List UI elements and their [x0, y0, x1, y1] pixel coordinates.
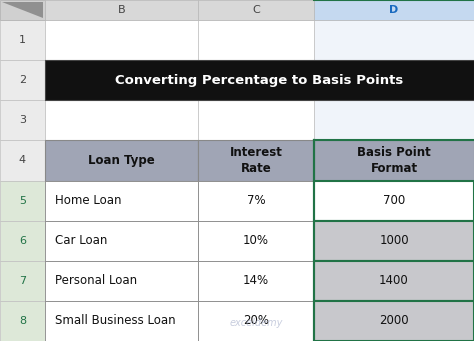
- Text: 4: 4: [19, 155, 26, 165]
- Bar: [198, 20, 314, 60]
- Bar: [198, 100, 314, 140]
- Bar: [45, 180, 198, 221]
- Bar: [45, 140, 198, 180]
- Text: Home Loan: Home Loan: [55, 194, 121, 207]
- Bar: [198, 140, 314, 180]
- Bar: [314, 140, 474, 180]
- Bar: [198, 261, 314, 301]
- Text: Interest
Rate: Interest Rate: [229, 146, 283, 175]
- Text: 7%: 7%: [246, 194, 265, 207]
- Text: 5: 5: [19, 195, 26, 206]
- Bar: [45, 301, 198, 341]
- Text: 700: 700: [383, 194, 405, 207]
- Bar: [45, 100, 198, 140]
- Bar: [198, 221, 314, 261]
- Bar: [45, 301, 198, 341]
- Text: 6: 6: [19, 236, 26, 246]
- Text: 1000: 1000: [379, 234, 409, 247]
- Bar: [45, 221, 198, 261]
- Bar: [198, 301, 314, 341]
- Text: 2000: 2000: [379, 314, 409, 327]
- Text: 7: 7: [19, 276, 26, 286]
- Text: 20%: 20%: [243, 314, 269, 327]
- Bar: [198, 60, 314, 100]
- Bar: [0, 261, 45, 301]
- Bar: [45, 20, 314, 341]
- Text: Small Business Loan: Small Business Loan: [55, 314, 176, 327]
- Bar: [45, 60, 474, 100]
- Bar: [314, 60, 474, 100]
- Bar: [198, 261, 314, 301]
- Polygon shape: [2, 2, 43, 18]
- Bar: [198, 301, 314, 341]
- Bar: [0, 140, 45, 180]
- Text: 2: 2: [19, 75, 26, 85]
- Text: B: B: [118, 5, 125, 15]
- Text: exceldemy: exceldemy: [229, 318, 283, 328]
- Text: Loan Type: Loan Type: [88, 154, 155, 167]
- Bar: [314, 261, 474, 301]
- Text: Car Loan: Car Loan: [55, 234, 108, 247]
- Bar: [0, 180, 45, 221]
- Bar: [314, 0, 474, 20]
- Bar: [198, 221, 314, 261]
- Bar: [45, 261, 198, 301]
- Bar: [0, 0, 474, 20]
- Text: 3: 3: [19, 115, 26, 125]
- Bar: [314, 261, 474, 301]
- Bar: [45, 261, 198, 301]
- Bar: [314, 221, 474, 261]
- Bar: [314, 20, 474, 60]
- Text: 10%: 10%: [243, 234, 269, 247]
- Bar: [45, 221, 198, 261]
- Bar: [198, 0, 314, 20]
- Text: Converting Percentage to Basis Points: Converting Percentage to Basis Points: [115, 74, 404, 87]
- Text: 8: 8: [19, 316, 26, 326]
- Bar: [0, 0, 45, 20]
- Bar: [0, 301, 45, 341]
- Text: Basis Point
Format: Basis Point Format: [357, 146, 431, 175]
- Bar: [314, 180, 474, 221]
- Bar: [314, 180, 474, 221]
- Bar: [198, 140, 314, 180]
- Bar: [0, 60, 45, 100]
- Bar: [314, 221, 474, 261]
- Bar: [0, 100, 45, 140]
- Bar: [45, 180, 198, 221]
- Text: Personal Loan: Personal Loan: [55, 274, 137, 287]
- Text: 1400: 1400: [379, 274, 409, 287]
- Bar: [45, 140, 198, 180]
- Bar: [45, 60, 198, 100]
- Bar: [198, 180, 314, 221]
- Bar: [314, 100, 474, 140]
- Text: D: D: [389, 5, 399, 15]
- Bar: [198, 180, 314, 221]
- Bar: [314, 301, 474, 341]
- Bar: [0, 221, 45, 261]
- Bar: [314, 20, 474, 341]
- Text: 14%: 14%: [243, 274, 269, 287]
- Bar: [45, 0, 198, 20]
- Text: C: C: [252, 5, 260, 15]
- Text: 1: 1: [19, 35, 26, 45]
- Bar: [314, 140, 474, 180]
- Bar: [0, 20, 45, 60]
- Bar: [314, 301, 474, 341]
- Bar: [45, 20, 198, 60]
